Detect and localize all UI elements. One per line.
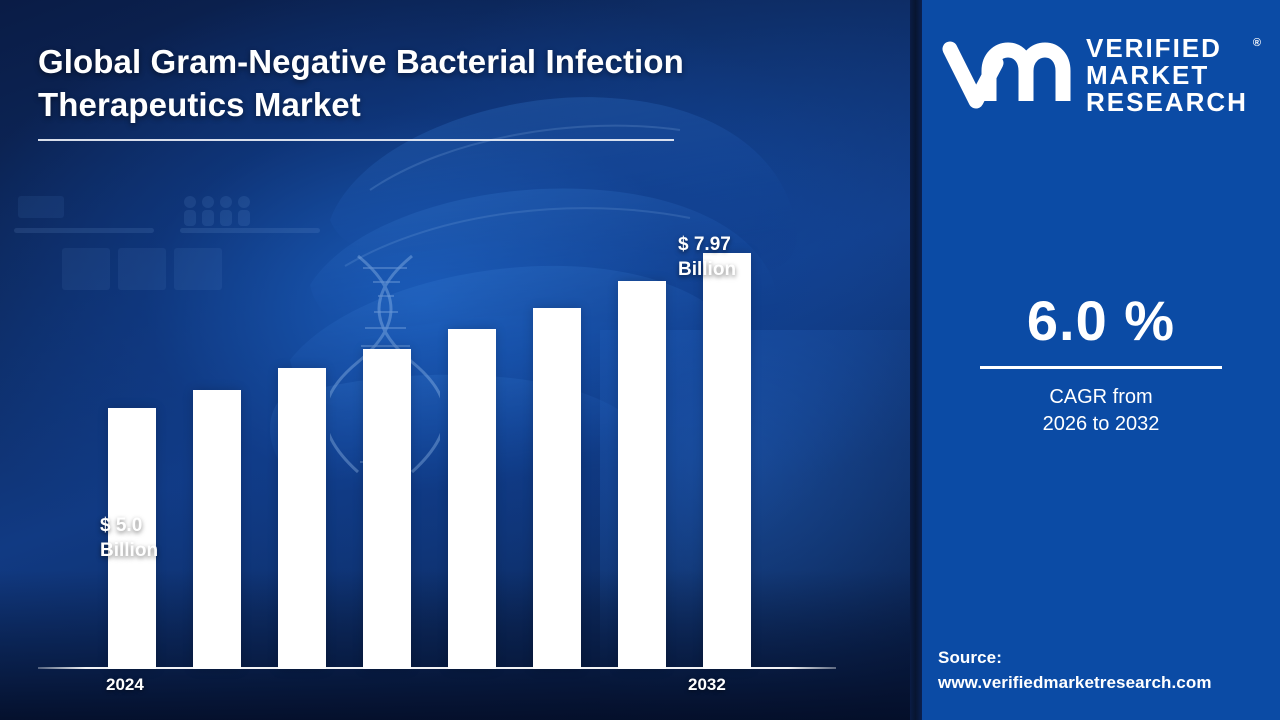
- source-label: Source:: [938, 648, 1002, 667]
- chart-panel: Global Gram-Negative Bacterial Infection…: [0, 0, 922, 720]
- source-block: Source: www.verifiedmarketresearch.com: [938, 645, 1280, 695]
- first-bar-value-label: $ 5.0 Billion: [100, 515, 159, 561]
- last-bar-value-label: $ 7.97 Billion: [678, 234, 737, 280]
- wordmark-line-1: VERIFIED: [1086, 32, 1222, 63]
- cagr-caption: CAGR from 2026 to 2032: [1042, 386, 1160, 435]
- vmr-monogram-icon: [942, 41, 1071, 109]
- bar-2030: [618, 280, 666, 669]
- bar-2024: [108, 408, 156, 669]
- wordmark-line-3: RESEARCH: [1086, 86, 1248, 117]
- brand-wordmark: VERIFIED MARKET RESEARCH ®: [1086, 32, 1261, 117]
- x-axis-tick-end: 2032: [688, 675, 726, 694]
- x-axis-tick-start: 2024: [106, 675, 144, 694]
- page-title: Global Gram-Negative Bacterial Infection…: [38, 43, 684, 123]
- title-underline: [38, 139, 674, 141]
- cagr-divider: [980, 366, 1222, 369]
- cagr-block: 6.0 % CAGR from 2026 to 2032: [922, 290, 1280, 438]
- x-axis-line: [38, 667, 836, 669]
- bar-group: [38, 220, 838, 669]
- bar-2027: [363, 349, 411, 669]
- source-url: www.verifiedmarketresearch.com: [938, 673, 1212, 692]
- bar-2025: [193, 389, 241, 669]
- title-block: Global Gram-Negative Bacterial Infection…: [38, 40, 688, 141]
- bar-2028: [448, 328, 496, 669]
- bar-chart: $ 5.0 Billion $ 7.97 Billion 2024 2032: [38, 220, 838, 694]
- registered-trademark-icon: ®: [1252, 36, 1261, 49]
- bar-2032: [703, 252, 751, 669]
- brand-logo: VERIFIED MARKET RESEARCH ®: [940, 26, 1270, 124]
- cagr-value: 6.0 %: [1026, 289, 1176, 352]
- panel-divider: [910, 0, 922, 720]
- bar-2029: [533, 307, 581, 669]
- summary-panel: VERIFIED MARKET RESEARCH ® 6.0 % CAGR fr…: [922, 0, 1280, 720]
- wordmark-line-2: MARKET: [1086, 59, 1210, 90]
- bar-2026: [278, 368, 326, 669]
